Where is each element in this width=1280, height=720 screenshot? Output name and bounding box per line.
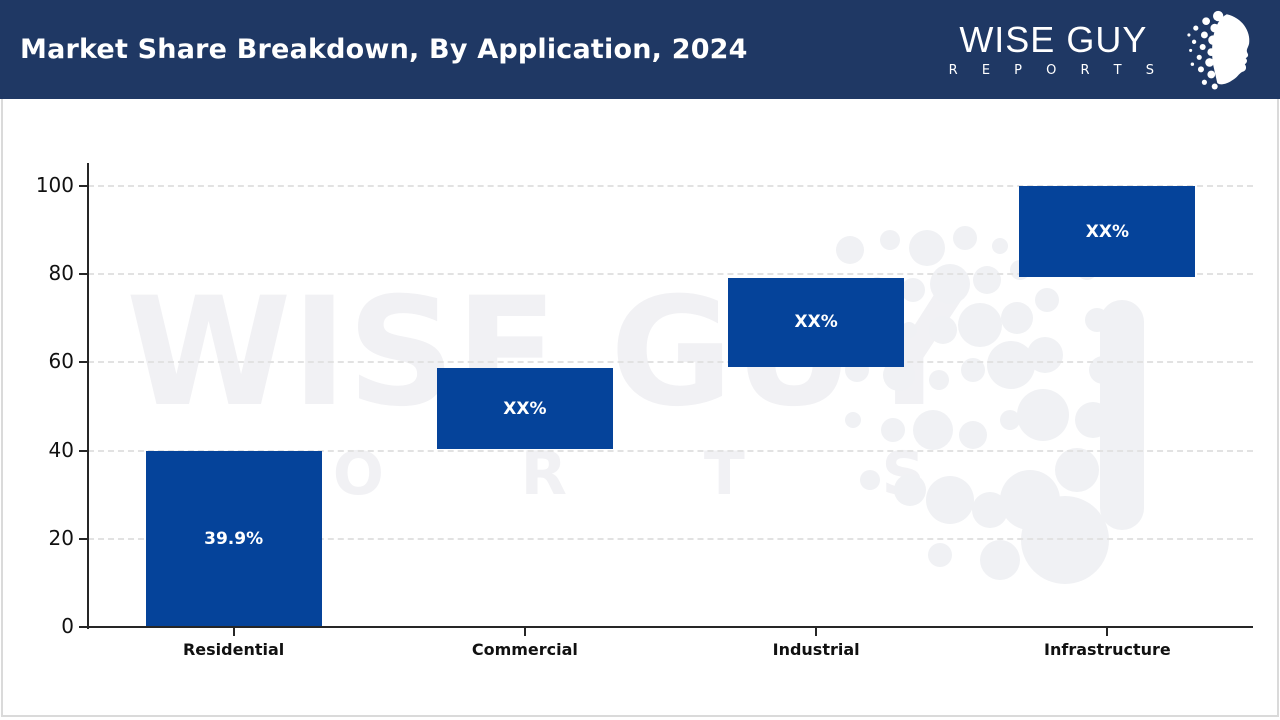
x-tick: [1106, 628, 1109, 636]
bar-commercial: XX%: [436, 368, 613, 450]
bar-value-label: XX%: [1085, 221, 1129, 242]
y-tick: [79, 185, 87, 187]
x-tick-label: Residential: [182, 640, 285, 659]
bar-residential: 39.9%: [145, 451, 322, 627]
bar-industrial: XX%: [728, 278, 905, 367]
page-title: Market Share Breakdown, By Application, …: [20, 34, 748, 65]
x-tick: [523, 628, 526, 636]
y-gridline: [88, 273, 1253, 276]
y-tick-label: 40: [48, 437, 74, 462]
header-bar: Market Share Breakdown, By Application, …: [0, 0, 1280, 99]
bar-value-label: 39.9%: [204, 529, 264, 549]
brand-head-icon: [1187, 10, 1250, 90]
y-tick: [79, 361, 87, 364]
brand-subtitle: R E P O R T S: [948, 63, 1164, 78]
y-tick-label: 80: [48, 261, 74, 286]
y-tick: [79, 537, 87, 540]
brand-logo: WISE GUY R E P O R T S: [943, 9, 1256, 91]
x-axis-line: [87, 626, 1253, 628]
y-tick: [79, 273, 87, 276]
brand-name: WISE GUY: [959, 19, 1148, 60]
x-tick-label: Industrial: [772, 640, 860, 659]
y-tick-label: 0: [61, 614, 74, 638]
y-tick: [79, 449, 87, 452]
y-tick-label: 60: [48, 349, 74, 374]
x-tick-label: Infrastructure: [1044, 640, 1171, 659]
x-tick-label: Commercial: [471, 640, 578, 659]
bar-value-label: XX%: [503, 398, 547, 419]
y-gridline: [88, 537, 1253, 540]
y-axis-line: [87, 163, 89, 629]
x-tick: [232, 628, 235, 636]
y-tick: [79, 626, 87, 628]
y-gridline: [88, 185, 1253, 187]
bar-infrastructure: XX%: [1019, 186, 1196, 278]
y-tick-label: 20: [48, 525, 74, 550]
y-gridline: [88, 449, 1253, 452]
y-gridline: [88, 361, 1253, 364]
bar-value-label: XX%: [794, 312, 838, 333]
brand-logo-text: WISE GUY R E P O R T S: [943, 19, 1164, 78]
x-tick: [815, 628, 818, 636]
y-tick-label: 100: [35, 173, 74, 197]
